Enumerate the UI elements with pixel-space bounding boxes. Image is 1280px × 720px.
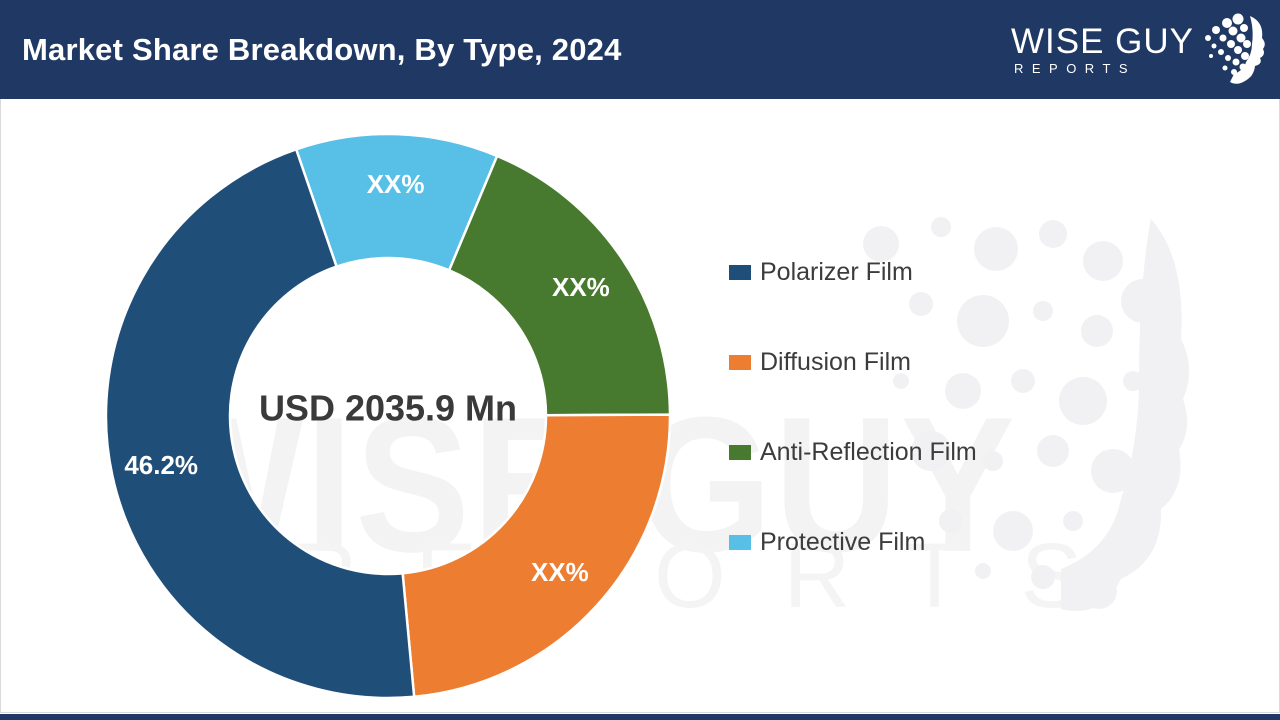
donut-segment-diffusion-film	[401, 413, 672, 699]
logo-subtitle: REPORTS	[1013, 60, 1137, 76]
legend-label: Protective Film	[760, 527, 926, 556]
legend-swatch	[729, 534, 751, 550]
legend-item-protective-film: Protective Film	[729, 524, 977, 560]
legend-item-anti-reflection-film: Anti-Reflection Film	[729, 434, 977, 470]
chart-legend: Polarizer Film Diffusion Film Anti-Refle…	[729, 254, 977, 614]
logo-face-icon	[1205, 13, 1265, 84]
donut-segment-anti-reflection-film	[447, 154, 672, 417]
legend-label: Polarizer Film	[760, 257, 913, 286]
legend-swatch	[729, 264, 751, 280]
donut-center-value: USD 2035.9 Mn	[259, 388, 517, 429]
logo-wordmark: WISE GUY	[1010, 21, 1194, 61]
legend-label: Anti-Reflection Film	[760, 437, 977, 466]
segment-percent-label: XX%	[552, 272, 610, 302]
page-title: Market Share Breakdown, By Type, 2024	[22, 31, 622, 67]
segment-percent-label: XX%	[531, 557, 589, 587]
legend-item-diffusion-film: Diffusion Film	[729, 344, 977, 380]
footer-bar	[0, 714, 1280, 720]
segment-percent-label: 46.2%	[124, 450, 198, 480]
segment-percent-label: XX%	[367, 169, 425, 199]
chart-canvas: WISE GUY REPORTS XX% XX% XX% 46.2% USD 2035.…	[0, 99, 1280, 713]
donut-segment-polarizer-film	[104, 148, 416, 700]
header-bar: Market Share Breakdown, By Type, 2024 WI…	[0, 0, 1280, 99]
legend-swatch	[729, 354, 751, 370]
watermark-face-dots	[863, 217, 1190, 611]
logo-text: WISE GUY REPORTS	[1010, 21, 1194, 76]
legend-item-polarizer-film: Polarizer Film	[729, 254, 977, 290]
donut-chart: XX% XX% XX% 46.2% USD 2035.9 Mn	[88, 116, 688, 712]
legend-swatch	[729, 444, 751, 460]
legend-label: Diffusion Film	[760, 347, 911, 376]
wise-guy-logo: WISE GUY REPORTS	[1011, 10, 1266, 90]
